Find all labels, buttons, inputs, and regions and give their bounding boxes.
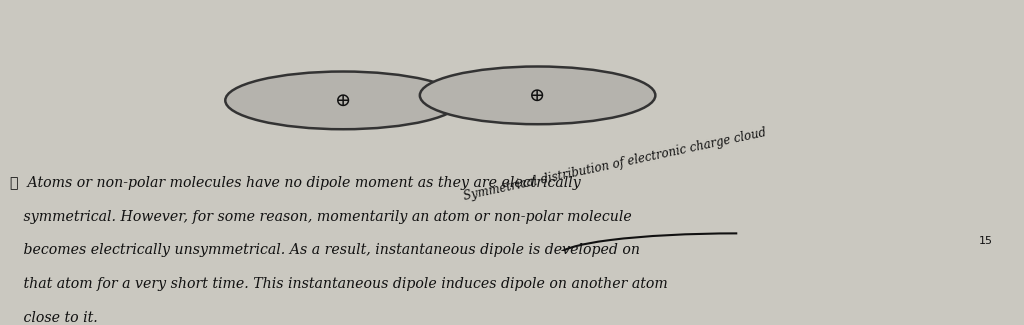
Text: 15: 15 — [979, 236, 993, 246]
Circle shape — [420, 67, 655, 124]
Text: ⊕: ⊕ — [529, 86, 546, 104]
Text: ➤  Atoms or non-polar molecules have no dipole moment as they are electrically: ➤ Atoms or non-polar molecules have no d… — [10, 176, 581, 190]
Text: ⊕: ⊕ — [335, 91, 351, 110]
Text: close to it.: close to it. — [10, 311, 98, 325]
Text: that atom for a very short time. This instantaneous dipole induces dipole on ano: that atom for a very short time. This in… — [10, 277, 668, 291]
Text: becomes electrically unsymmetrical. As a result, instantaneous dipole is develop: becomes electrically unsymmetrical. As a… — [10, 243, 640, 257]
Text: Symmetrical distribution of electronic charge cloud: Symmetrical distribution of electronic c… — [462, 126, 767, 203]
Circle shape — [225, 72, 461, 129]
Text: symmetrical. However, for some reason, momentarily an atom or non-polar molecule: symmetrical. However, for some reason, m… — [10, 210, 632, 224]
